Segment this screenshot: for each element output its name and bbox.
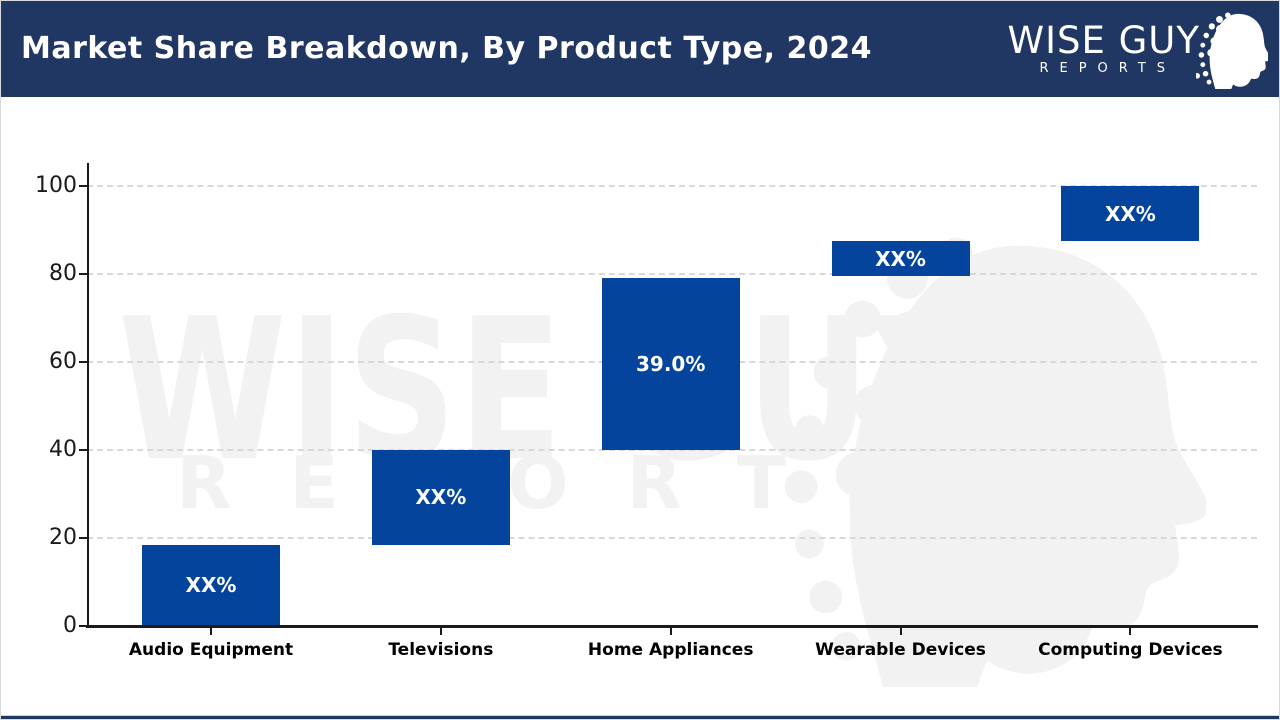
- x-tick-mark-3: [899, 628, 902, 635]
- bar-audio-equipment: XX%: [142, 544, 280, 626]
- watermark-subtitle: REPORTS: [176, 441, 954, 525]
- bar-computing-devices: XX%: [1061, 186, 1200, 241]
- x-tick-mark-4: [1129, 628, 1132, 635]
- x-axis-spine: [86, 625, 1258, 628]
- y-tick-label-40: 40: [49, 437, 77, 462]
- chart-plot-area: WISE GUY REPORTS 0 20 40 60 80 100 XX% Audio Eq…: [0, 97, 1280, 714]
- footer-divider: [0, 715, 1280, 716]
- chart-title: Market Share Breakdown, By Product Type,…: [21, 31, 872, 66]
- bar-wearable-devices: XX%: [831, 241, 970, 277]
- y-tick-mark-60: [79, 361, 87, 363]
- y-tick-mark-80: [79, 273, 87, 275]
- header-bar: Market Share Breakdown, By Product Type,…: [0, 0, 1280, 97]
- y-tick-label-0: 0: [63, 613, 77, 638]
- y-tick-label-60: 60: [49, 349, 77, 374]
- bar-home-appliances: 39.0%: [601, 278, 740, 450]
- x-tick-label-4: Computing Devices: [1038, 640, 1223, 660]
- bar-televisions: XX%: [371, 450, 510, 545]
- gridline-20: [87, 537, 1257, 539]
- watermark-wordmark: WISE GUY: [118, 277, 985, 505]
- logo-wordmark: WISE GUY: [1007, 19, 1200, 63]
- bar-value-label: 39.0%: [635, 352, 706, 377]
- footer-accent-bar: [0, 716, 1280, 720]
- y-tick-mark-40: [79, 449, 87, 451]
- gridline-40: [87, 449, 1257, 451]
- gridline-100: [87, 185, 1257, 187]
- y-tick-mark-0: [79, 625, 87, 627]
- logo-text: WISE GUY REPORTS: [1007, 19, 1200, 76]
- x-tick-mark-1: [439, 628, 442, 635]
- y-tick-mark-20: [79, 537, 87, 539]
- x-tick-label-0: Audio Equipment: [128, 640, 294, 660]
- logo-subtitle: REPORTS: [1039, 60, 1177, 76]
- gridline-80: [87, 273, 1257, 275]
- bar-value-label: XX%: [415, 485, 467, 510]
- y-tick-label-80: 80: [49, 261, 77, 286]
- bar-value-label: XX%: [875, 246, 926, 271]
- bar-value-label: XX%: [185, 573, 237, 598]
- y-tick-label-20: 20: [49, 525, 77, 550]
- watermark-head-icon: [784, 237, 1206, 687]
- wise-guy-reports-logo: WISE GUY REPORTS: [1008, 6, 1268, 92]
- x-tick-mark-2: [669, 628, 672, 635]
- bar-value-label: XX%: [1104, 201, 1156, 226]
- y-tick-mark-100: [79, 185, 87, 187]
- y-tick-label-100: 100: [35, 173, 77, 198]
- x-tick-mark-0: [210, 628, 212, 635]
- x-tick-label-3: Wearable Devices: [815, 640, 986, 660]
- y-axis-spine: [87, 163, 89, 628]
- x-tick-label-1: Televisions: [388, 640, 494, 660]
- x-tick-label-2: Home Appliances: [587, 640, 754, 660]
- logo-head-icon: [1196, 12, 1268, 89]
